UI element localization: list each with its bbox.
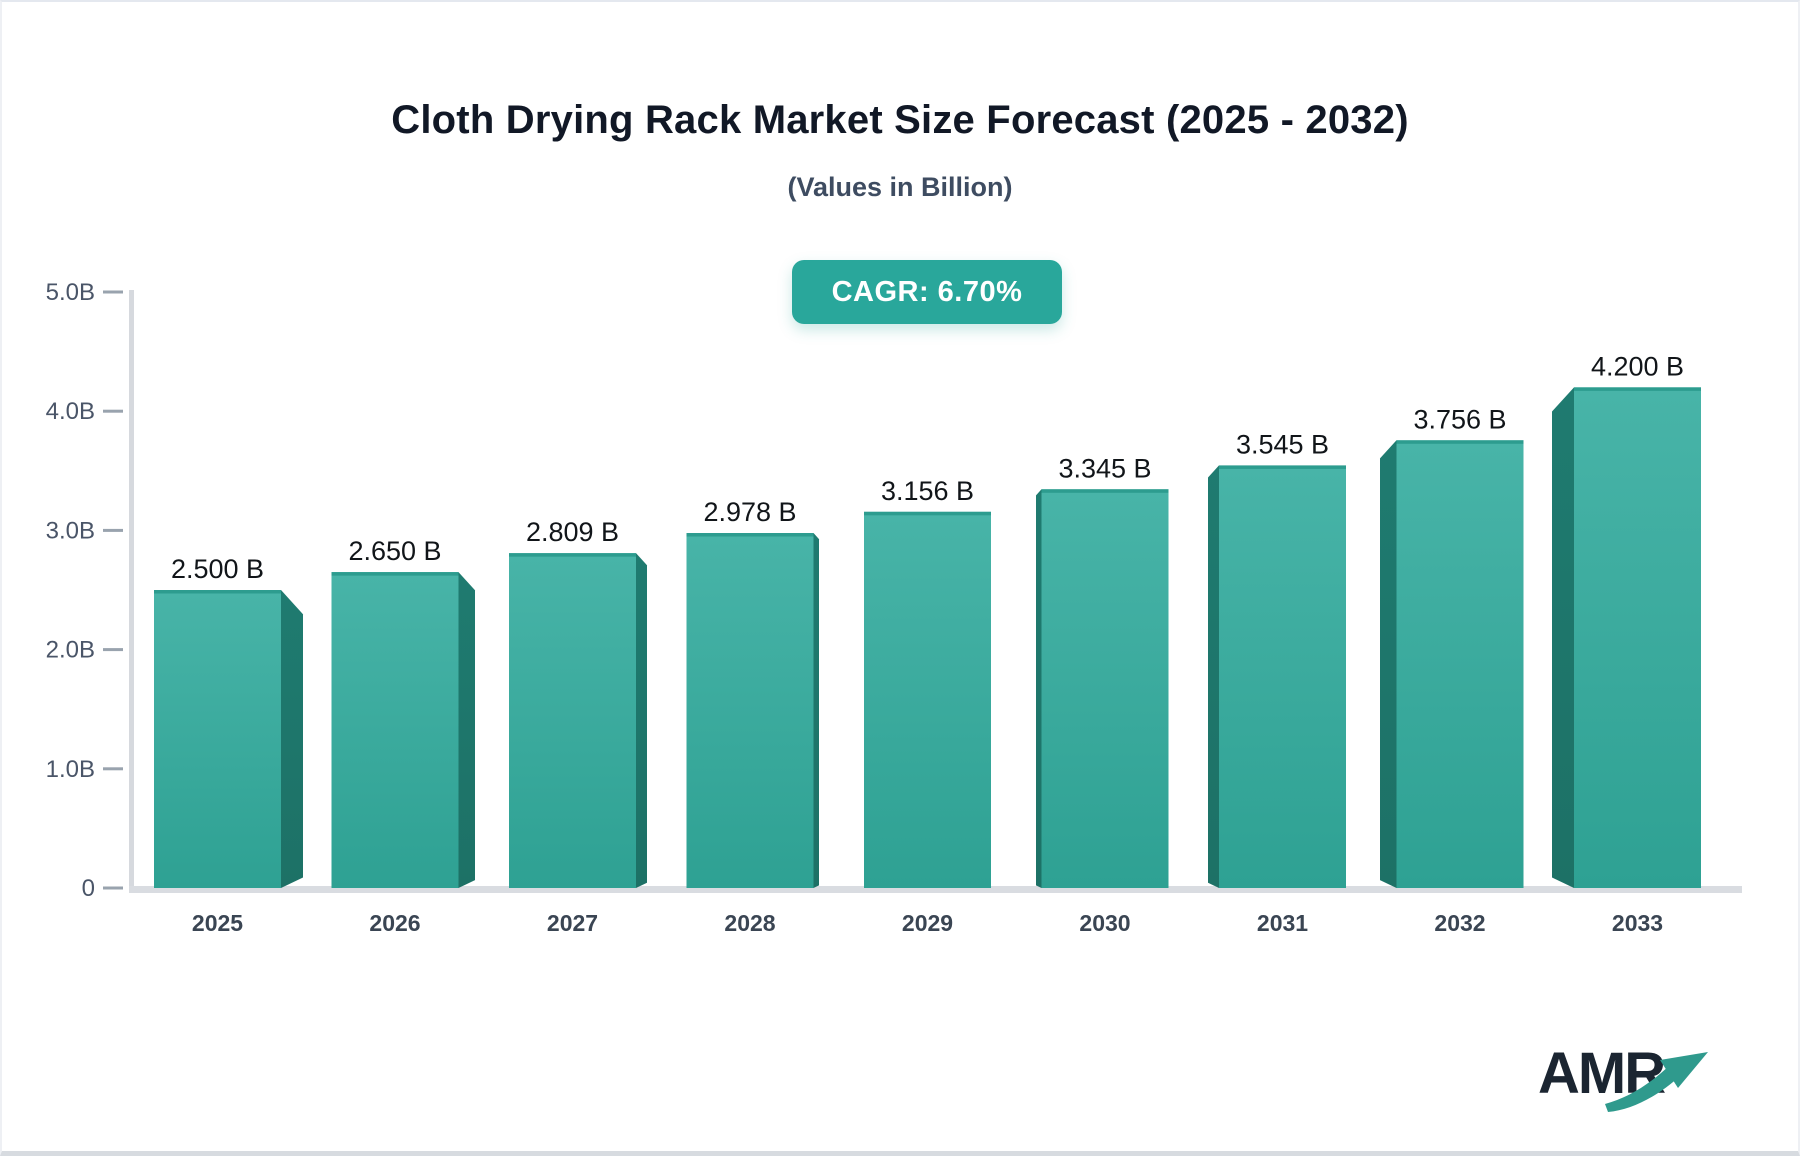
bar-value-label-2027: 2.809 B [526, 517, 619, 547]
bar-value-label-2031: 3.545 B [1236, 429, 1329, 459]
y-axis-tick [103, 290, 123, 294]
bar-2031 [1219, 465, 1346, 888]
y-axis-tick [103, 886, 123, 890]
y-axis-tick [103, 767, 123, 771]
amr-logo: AMR [1530, 1032, 1730, 1132]
bar-side-2026 [458, 572, 475, 888]
x-axis-baseline [129, 886, 1742, 893]
bar-top-edge-2032 [1396, 440, 1524, 444]
y-axis-tick-label: 1.0B [46, 756, 95, 783]
x-axis-label-2030: 2030 [1079, 910, 1130, 936]
bar-top-edge-2029 [864, 511, 991, 516]
bar-2025 [154, 590, 281, 888]
bar-side-2033 [1552, 387, 1574, 888]
bar-side-2025 [281, 590, 303, 888]
y-axis-tick-label: 4.0B [46, 398, 95, 425]
chart-subtitle: (Values in Billion) [787, 172, 1013, 202]
y-axis-tick [103, 409, 123, 413]
bar-side-2030 [1036, 489, 1042, 888]
bar-2028 [686, 533, 814, 888]
cagr-badge: CAGR: 6.70% [792, 260, 1062, 324]
x-axis-label-2025: 2025 [192, 910, 243, 936]
bar-side-2032 [1380, 440, 1397, 888]
bar-top-edge-2028 [686, 533, 814, 537]
bar-2030 [1041, 489, 1169, 888]
bar-2029 [864, 511, 991, 888]
x-axis-label-2029: 2029 [902, 910, 953, 936]
cagr-badge-label: CAGR: 6.70% [831, 275, 1023, 308]
bar-value-label-2029: 3.156 B [881, 476, 974, 506]
bar-top-edge-2027 [509, 553, 636, 557]
x-axis-label-2028: 2028 [724, 910, 775, 936]
bar-value-label-2028: 2.978 B [703, 497, 796, 527]
x-axis-label-2027: 2027 [547, 910, 598, 936]
bar-side-2027 [636, 553, 647, 888]
y-axis-tick-label: 0 [82, 875, 95, 902]
x-axis-label-2032: 2032 [1434, 910, 1485, 936]
bar-top-edge-2026 [331, 572, 459, 576]
y-axis-tick-label: 3.0B [46, 517, 95, 544]
bar-2032 [1396, 440, 1524, 888]
x-axis-label-2031: 2031 [1257, 910, 1308, 936]
chart-title: Cloth Drying Rack Market Size Forecast (… [391, 98, 1409, 142]
y-axis-tick [103, 648, 123, 652]
bar-top-edge-2025 [154, 590, 281, 594]
bar-value-label-2025: 2.500 B [171, 554, 264, 584]
bar-value-label-2033: 4.200 B [1591, 351, 1684, 381]
x-axis-label-2026: 2026 [369, 910, 420, 936]
bar-2026 [331, 572, 459, 888]
bar-top-edge-2030 [1041, 489, 1169, 493]
y-axis-tick-label: 5.0B [46, 279, 95, 306]
y-axis-tick [103, 528, 123, 532]
bar-2033 [1574, 387, 1701, 888]
y-axis-line [129, 290, 134, 892]
amr-logo-arrow-icon [1605, 1052, 1708, 1112]
bar-top-edge-2031 [1219, 465, 1346, 469]
bar-top-edge-2033 [1574, 387, 1701, 391]
x-axis-label-2033: 2033 [1612, 910, 1663, 936]
bar-2027 [509, 553, 636, 888]
bar-value-label-2032: 3.756 B [1413, 404, 1506, 434]
bar-side-2031 [1208, 465, 1219, 888]
bar-value-label-2030: 3.345 B [1058, 453, 1151, 483]
y-axis-tick-label: 2.0B [46, 637, 95, 664]
bar-side-2028 [813, 533, 819, 888]
bar-value-label-2026: 2.650 B [348, 536, 441, 566]
